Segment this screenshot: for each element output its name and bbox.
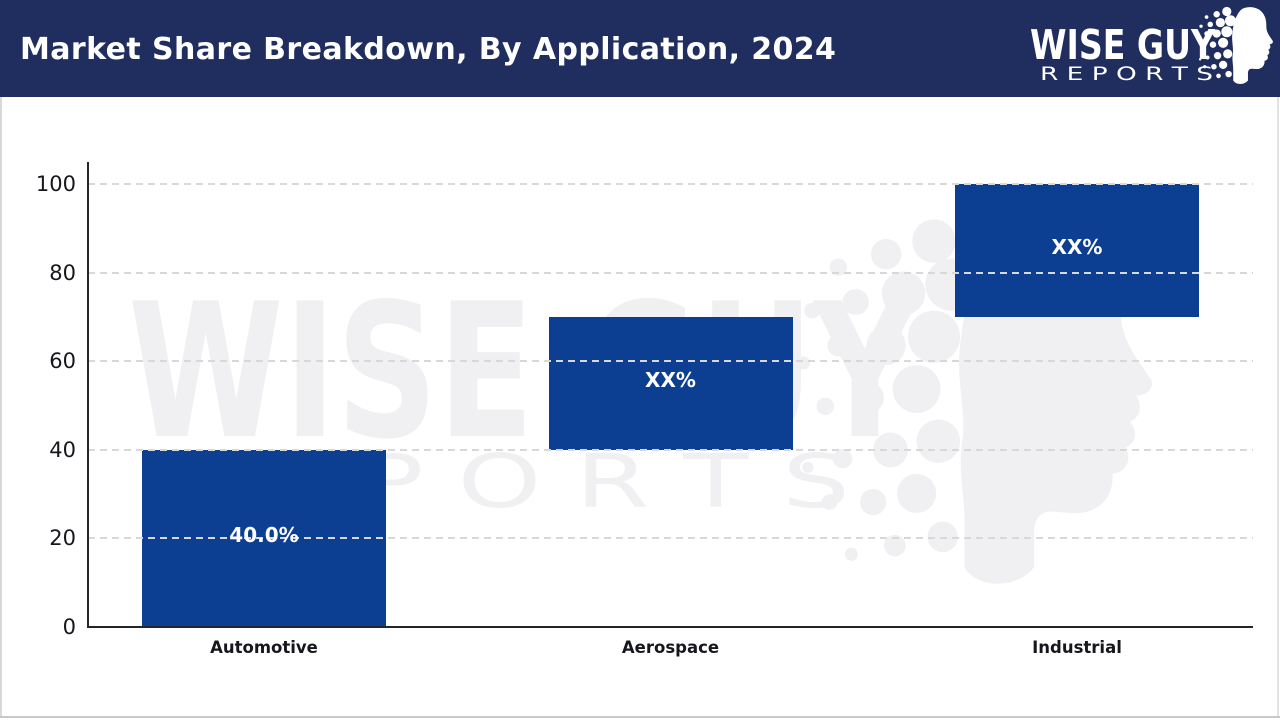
plot-area: 40.0% Automotive XX% Aerospace XX% Industrial…	[0, 0, 1280, 657]
y-tick-label-100: 100	[35, 172, 76, 196]
y-tick-label-80: 80	[49, 260, 76, 285]
logo-subtext: R E P O R T S	[1040, 63, 1213, 85]
bar-aerospace	[548, 316, 793, 450]
logo-wordmark: WISE GUY	[1030, 21, 1216, 69]
y-tick-label-40: 40	[49, 437, 76, 462]
x-tick-label-industrial: Industrial	[1032, 638, 1122, 657]
header-bar: Market Share Breakdown, By Application, …	[0, 0, 1280, 97]
bottom-edge-line	[0, 716, 1280, 718]
y-tick-label-20: 20	[49, 526, 76, 551]
wise-guy-logo: WISE GUY R E P O R T S	[1030, 6, 1273, 85]
y-tick-label-60: 60	[49, 349, 76, 374]
gridline-80	[88, 271, 1253, 274]
gridline-20	[88, 537, 1253, 540]
right-edge-line	[1277, 97, 1279, 717]
x-tick-label-automotive: Automotive	[210, 638, 318, 657]
page-title: Market Share Breakdown, By Application, …	[20, 32, 837, 67]
gridline-40	[88, 448, 1253, 451]
y-axis-line	[86, 162, 89, 628]
bar-label-automotive: 40.0%	[229, 523, 299, 548]
left-edge-line	[0, 97, 2, 717]
bar-label-aerospace: XX%	[645, 368, 696, 393]
gridline-60	[88, 360, 1253, 363]
y-tick-label-0: 0	[62, 615, 76, 639]
bar-label-industrial: XX%	[1051, 235, 1103, 260]
x-axis-line	[87, 626, 1253, 628]
gridline-100	[88, 183, 1253, 185]
x-tick-label-aerospace: Aerospace	[621, 638, 720, 657]
bar-industrial	[955, 184, 1199, 317]
